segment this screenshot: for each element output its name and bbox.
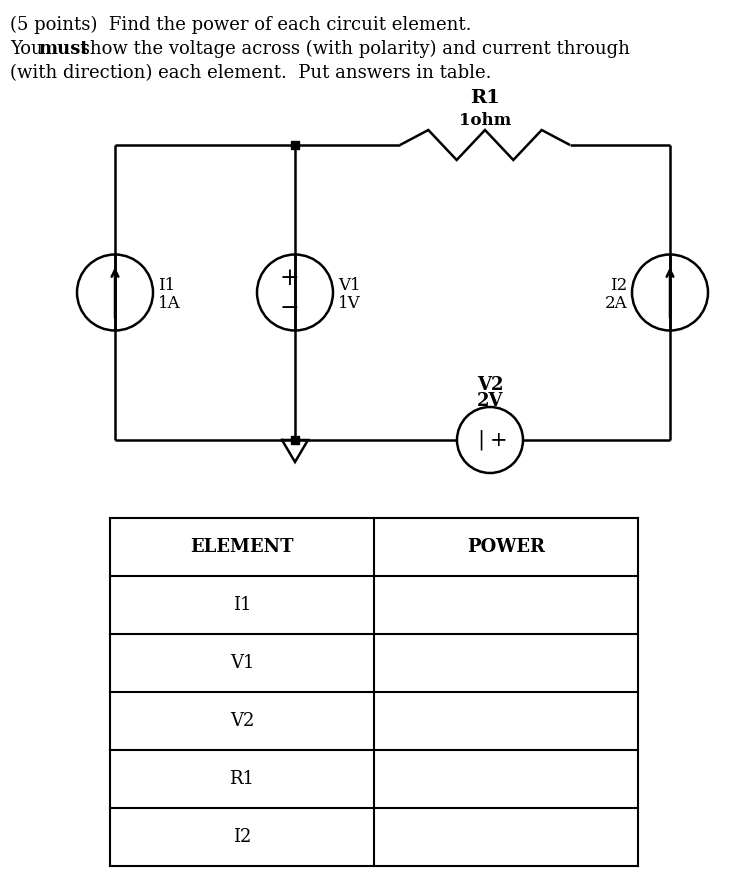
Text: ELEMENT: ELEMENT xyxy=(191,538,294,556)
Text: V2: V2 xyxy=(477,376,503,394)
Bar xyxy=(291,141,299,149)
Text: must: must xyxy=(38,40,89,58)
Text: V2: V2 xyxy=(230,712,255,730)
Text: 1A: 1A xyxy=(158,295,181,312)
Text: R1: R1 xyxy=(230,770,255,788)
Text: +: + xyxy=(279,267,299,290)
Text: R1: R1 xyxy=(470,89,500,107)
Text: 1V: 1V xyxy=(338,295,361,312)
Text: POWER: POWER xyxy=(467,538,545,556)
Text: −: − xyxy=(279,297,299,320)
Text: (with direction) each element.  Put answers in table.: (with direction) each element. Put answe… xyxy=(10,64,492,82)
Text: I1: I1 xyxy=(233,596,252,614)
Text: I1: I1 xyxy=(158,277,175,294)
Text: You: You xyxy=(10,40,48,58)
Text: show the voltage across (with polarity) and current through: show the voltage across (with polarity) … xyxy=(75,40,630,58)
Bar xyxy=(291,436,299,444)
Text: 2A: 2A xyxy=(605,295,627,312)
Text: I2: I2 xyxy=(610,277,627,294)
Text: I2: I2 xyxy=(233,828,252,846)
Text: (5 points)  Find the power of each circuit element.: (5 points) Find the power of each circui… xyxy=(10,16,471,34)
Text: +: + xyxy=(490,430,508,450)
Text: 1ohm: 1ohm xyxy=(459,112,511,129)
Text: 2V: 2V xyxy=(477,392,503,410)
Text: V1: V1 xyxy=(230,654,255,672)
Text: V1: V1 xyxy=(338,277,361,294)
Text: |: | xyxy=(477,430,485,450)
